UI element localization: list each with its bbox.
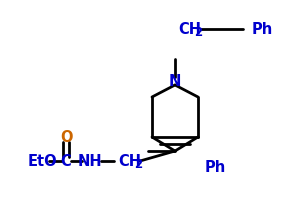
Text: CH: CH xyxy=(178,22,201,37)
Text: N: N xyxy=(169,74,181,89)
Text: Ph: Ph xyxy=(252,22,273,37)
Text: NH: NH xyxy=(78,154,102,169)
Text: EtO: EtO xyxy=(28,154,58,169)
Text: 2: 2 xyxy=(134,158,142,171)
Text: C: C xyxy=(61,154,71,169)
Text: 2: 2 xyxy=(194,26,202,39)
Text: CH: CH xyxy=(118,154,141,169)
Text: O: O xyxy=(60,130,72,145)
Text: Ph: Ph xyxy=(205,160,226,175)
